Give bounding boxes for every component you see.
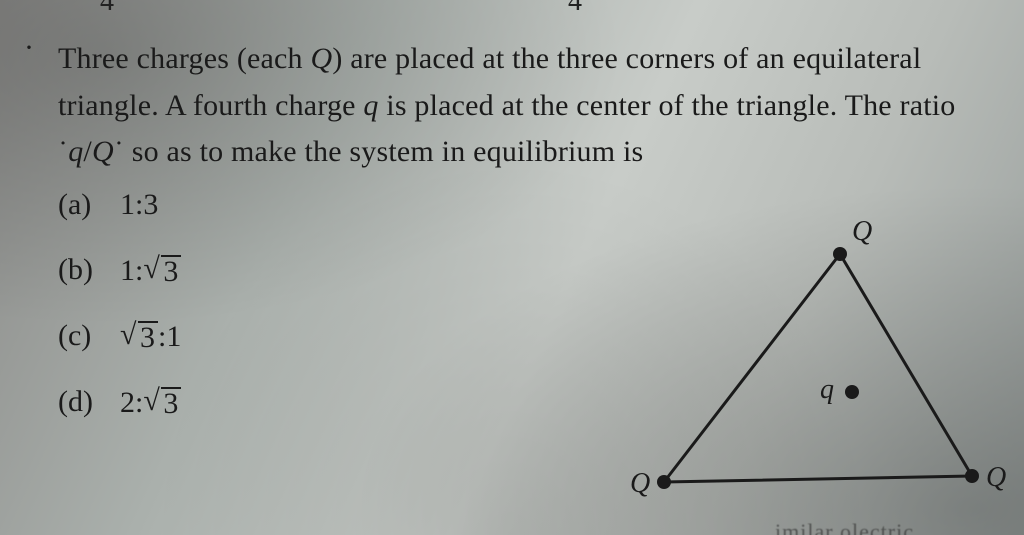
ratio-Q: Q xyxy=(92,135,114,168)
var-Q: Q xyxy=(310,42,332,75)
option-label: (c) xyxy=(58,321,106,351)
ratio-slash: / xyxy=(83,135,92,168)
charge-label-center: q xyxy=(820,374,834,405)
radicand: 3 xyxy=(161,255,181,287)
option-a: (a) 1:3 xyxy=(58,190,994,220)
triangle-edge xyxy=(664,476,972,482)
option-suffix: :1 xyxy=(158,320,181,353)
charge-dot-center xyxy=(845,385,859,399)
option-value: 3:1 xyxy=(120,320,181,352)
option-value: 1:3 xyxy=(120,190,158,220)
sqrt-icon: 3 xyxy=(143,386,181,418)
radicand: 3 xyxy=(161,387,181,419)
option-label: (d) xyxy=(58,387,106,417)
charge-label-top: Q xyxy=(852,216,872,247)
triangle-figure: QQQq xyxy=(620,226,1000,516)
option-label: (a) xyxy=(58,190,106,220)
sqrt-icon: 3 xyxy=(143,254,181,286)
ratio-q: q xyxy=(68,135,83,168)
option-label: (b) xyxy=(58,255,106,285)
var-q: q xyxy=(363,89,378,122)
option-prefix: 1: xyxy=(120,254,143,287)
stem-text: ˙ so as to make the system in equilibriu… xyxy=(114,135,644,168)
stem-text: Three charges (each xyxy=(58,42,310,75)
option-value: 2: 3 xyxy=(120,386,181,418)
sqrt-icon: 3 xyxy=(120,320,158,352)
option-prefix: 2: xyxy=(120,386,143,419)
charge-dot-right xyxy=(965,469,979,483)
charge-dot-top xyxy=(833,247,847,261)
charge-label-right: Q xyxy=(986,462,1006,493)
triangle-edge xyxy=(840,254,972,476)
radicand: 3 xyxy=(138,321,158,353)
triangle-edge xyxy=(664,254,840,482)
option-value: 1: 3 xyxy=(120,254,181,286)
charge-label-left: Q xyxy=(630,468,650,499)
question-stem: Three charges (each Q) are placed at the… xyxy=(58,36,988,176)
charge-dot-left xyxy=(657,475,671,489)
triangle-svg: QQQq xyxy=(620,226,1000,516)
page-bottom-cutoff: imilar olectric xyxy=(0,509,1024,535)
cutoff-text: imilar olectric xyxy=(775,519,914,535)
